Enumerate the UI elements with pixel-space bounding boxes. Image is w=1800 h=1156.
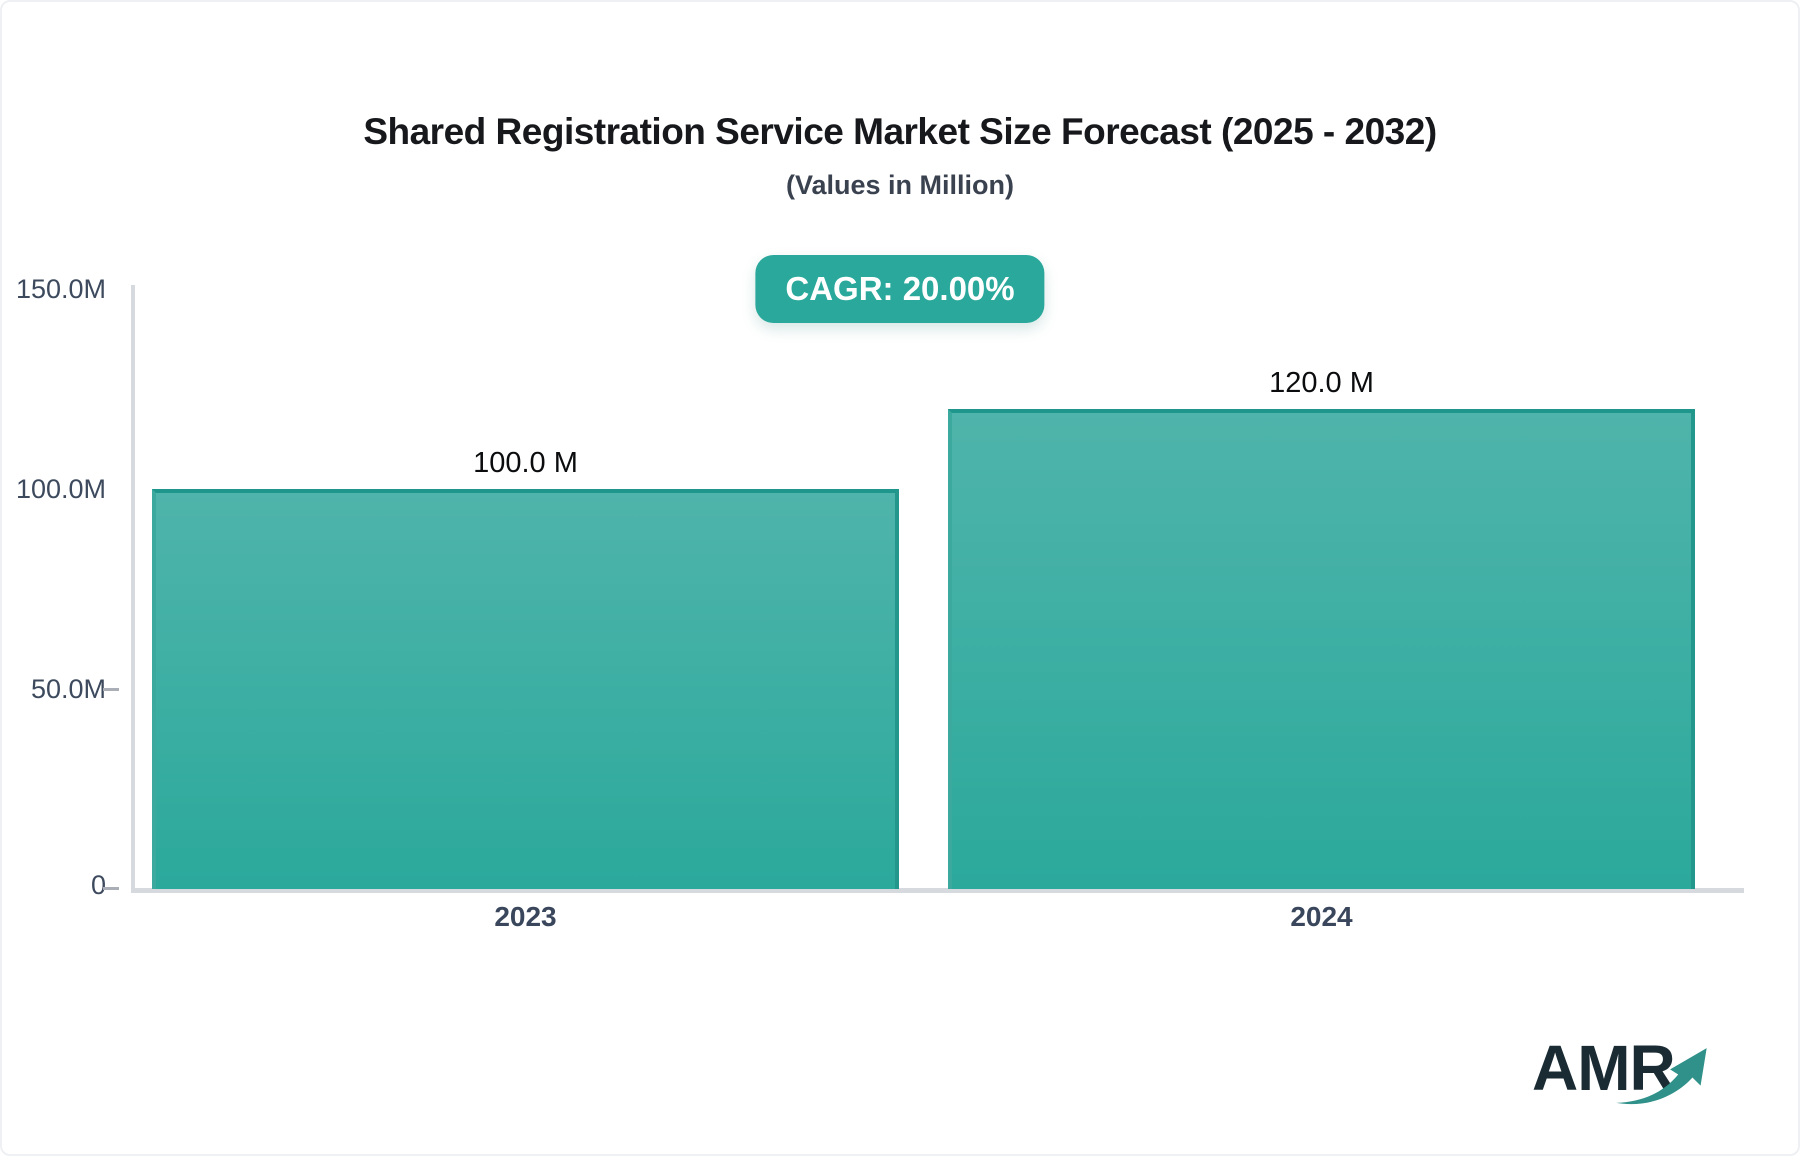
- chart-subtitle: (Values in Million): [785, 170, 1015, 200]
- y-tick-label-50m: 50.0M: [30, 674, 106, 704]
- bar-group-2023: 100.0 M: [152, 289, 899, 889]
- chart-title: Shared Registration Service Market Size …: [363, 111, 1437, 152]
- bar-group-2024: 120.0 M: [948, 289, 1695, 889]
- y-tick-mark-50m: [103, 688, 119, 691]
- bar-value-label-2024: 120.0 M: [1269, 367, 1374, 399]
- amr-logo-text: AMR: [1532, 1032, 1676, 1104]
- y-tick-label-100m: 100.0M: [15, 474, 106, 504]
- y-tick-label-0: 0: [90, 870, 106, 900]
- bar-2023: [152, 489, 899, 889]
- cagr-badge: CAGR: 20.00%: [755, 255, 1045, 323]
- y-axis-line: [131, 285, 135, 893]
- trend-up-arrow-icon: [1616, 1048, 1707, 1105]
- y-tick-mark-0: [103, 887, 119, 890]
- y-tick-label-150m: 150.0M: [15, 274, 106, 304]
- x-axis-line: [131, 888, 1744, 893]
- amr-logo: AMR: [1532, 1036, 1722, 1116]
- x-tick-label-2024: 2024: [1290, 901, 1353, 932]
- x-tick-label-2023: 2023: [494, 901, 557, 932]
- bar-value-label-2023: 100.0 M: [473, 447, 578, 479]
- bar-2024: [948, 409, 1695, 889]
